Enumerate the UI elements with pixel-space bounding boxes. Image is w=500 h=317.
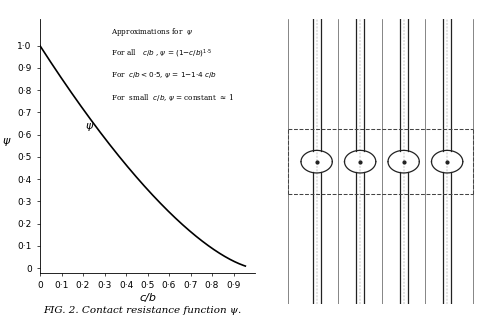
Text: $\psi$: $\psi$ bbox=[85, 121, 94, 133]
Text: For  small  $c/b$, $\psi$ = constant $\approx$ 1: For small $c/b$, $\psi$ = constant $\app… bbox=[111, 93, 234, 103]
Y-axis label: ψ: ψ bbox=[2, 136, 10, 146]
X-axis label: c/b: c/b bbox=[139, 293, 156, 303]
Text: For  $c/b{<}0{\cdot}5$, $\psi$ = $1{-}1{\cdot}4$ $c/b$: For $c/b{<}0{\cdot}5$, $\psi$ = $1{-}1{\… bbox=[111, 70, 217, 80]
Text: Approximations for  $\psi$: Approximations for $\psi$ bbox=[111, 26, 194, 38]
Text: FIG. 2. Contact resistance function ψ.: FIG. 2. Contact resistance function ψ. bbox=[44, 307, 242, 315]
Text: For all   $c/b$ , $\psi$ = $(1{-}c/b)^{1{\cdot}5}$: For all $c/b$ , $\psi$ = $(1{-}c/b)^{1{\… bbox=[111, 48, 212, 60]
